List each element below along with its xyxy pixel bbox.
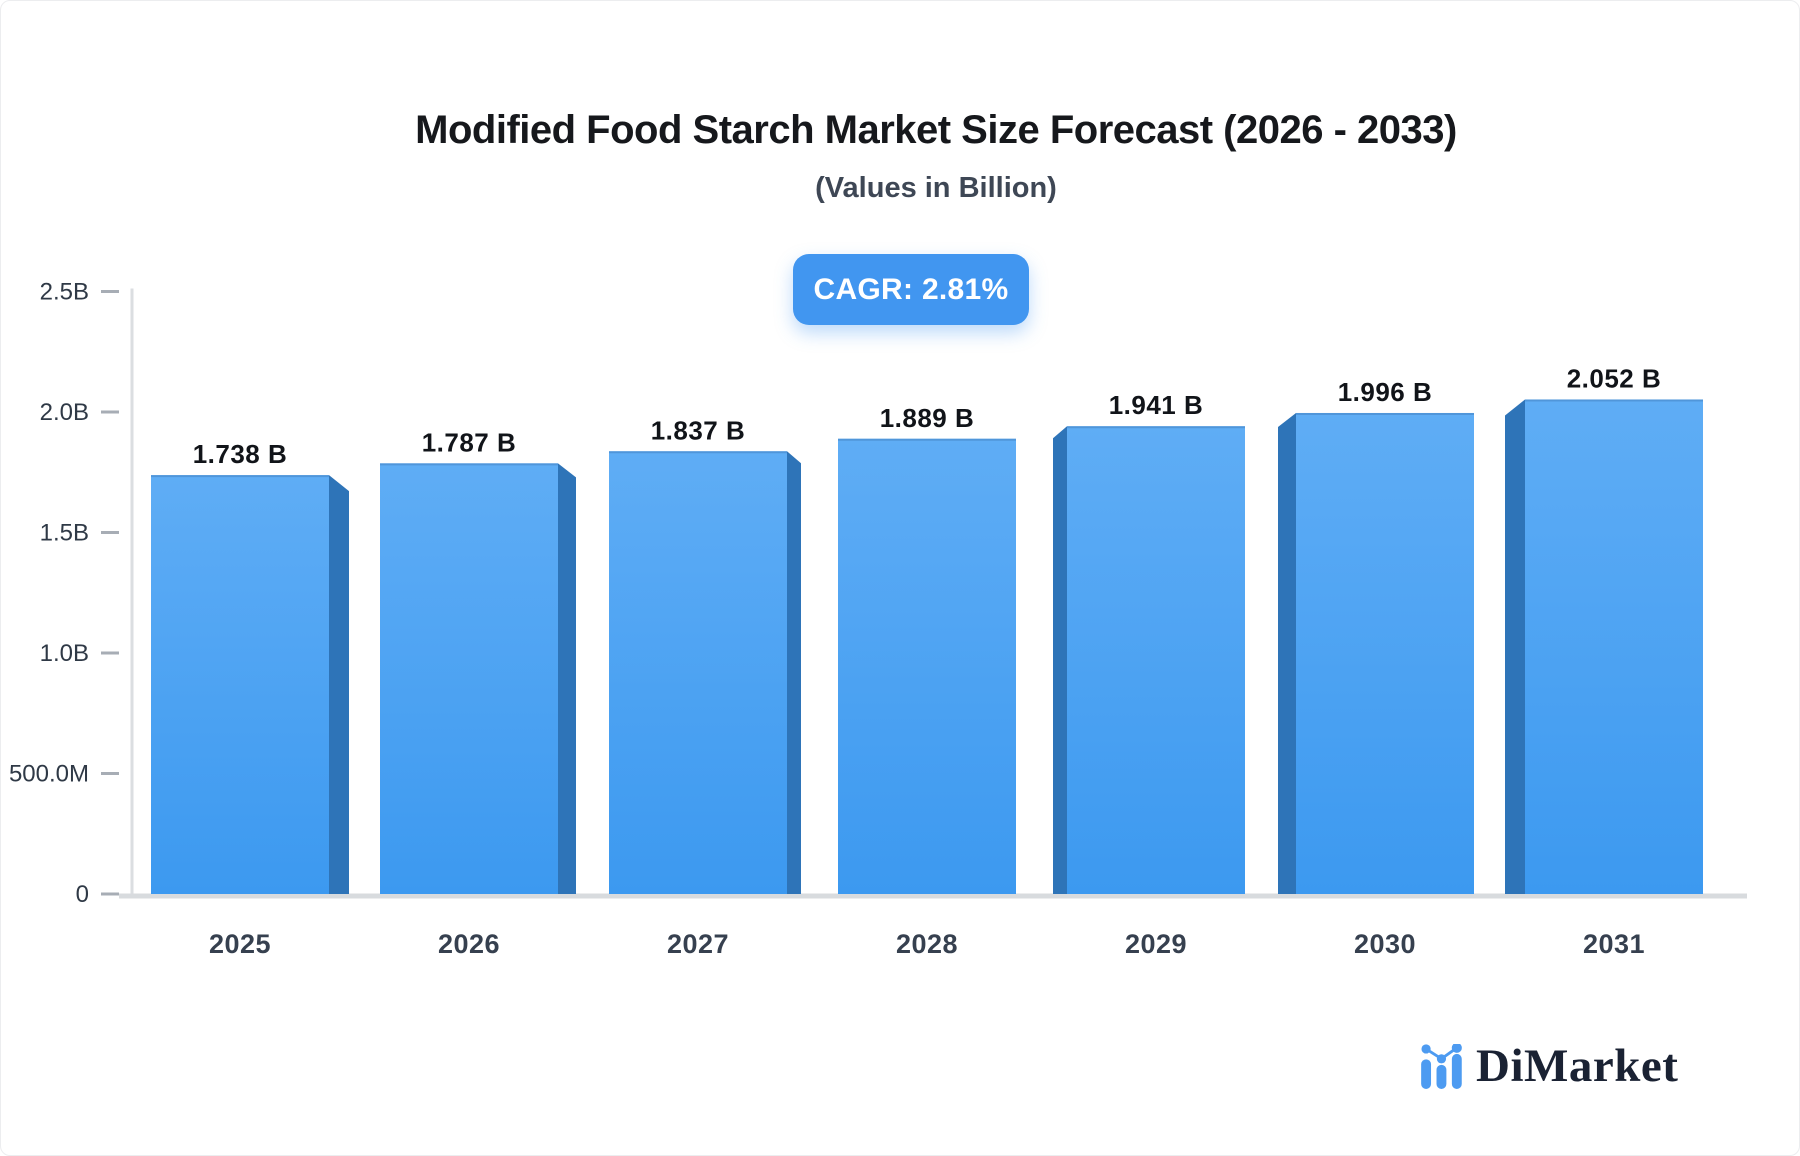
svg-text:1.5B: 1.5B	[40, 520, 89, 547]
bar-value-label: 1.889 B	[880, 403, 975, 433]
bar-2027: 1.837 B 2027	[609, 415, 801, 959]
svg-text:1.0B: 1.0B	[40, 640, 89, 667]
bar-chart-logo-icon	[1421, 1044, 1462, 1089]
bar-face	[838, 438, 1016, 894]
x-axis-label: 2025	[209, 929, 271, 959]
y-tick-1.5B: 1.5B	[40, 520, 119, 547]
bar-2025: 1.738 B 2025	[151, 439, 349, 959]
x-axis-label: 2028	[896, 929, 958, 959]
bar-2026: 1.787 B 2026	[380, 427, 576, 959]
bar-2031: 2.052 B 2031	[1505, 363, 1703, 959]
bar-side-face	[1053, 426, 1067, 894]
bar-face	[1525, 399, 1703, 894]
x-axis-label: 2026	[438, 929, 500, 959]
x-axis-label: 2030	[1354, 929, 1416, 959]
bar-2029: 1.941 B 2029	[1053, 390, 1245, 959]
bar-side-face	[329, 475, 349, 894]
bar-chart: 0 500.0M 1.0B 1.5B 2.0B 2.5B 1.738 B 2025 1.787 …	[1, 1, 1799, 1011]
bar-value-label: 1.941 B	[1109, 390, 1204, 420]
bar-side-face	[1278, 412, 1296, 894]
brand-name: DiMarket	[1476, 1040, 1679, 1092]
bar-value-label: 2.052 B	[1567, 363, 1662, 393]
cagr-badge-label: CAGR: 2.81%	[813, 272, 1009, 306]
axes: 0 500.0M 1.0B 1.5B 2.0B 2.5B	[9, 279, 1747, 908]
y-tick-1.0B: 1.0B	[40, 640, 119, 667]
bar-face	[380, 463, 558, 894]
chart-subtitle: (Values in Billion)	[815, 172, 1057, 204]
y-tick-500.0M: 500.0M	[9, 761, 119, 788]
svg-text:0: 0	[76, 881, 89, 908]
bar-value-label: 1.837 B	[651, 415, 746, 445]
bar-face	[151, 475, 329, 894]
x-axis-label: 2029	[1125, 929, 1187, 959]
bar-value-label: 1.738 B	[193, 439, 288, 469]
bar-side-face	[558, 463, 576, 894]
x-axis-label: 2031	[1583, 929, 1645, 959]
bar-side-face	[1505, 399, 1525, 894]
bar-face	[609, 451, 787, 894]
bar-2030: 1.996 B 2030	[1278, 377, 1474, 959]
bar-chart-svg: 0 500.0M 1.0B 1.5B 2.0B 2.5B 1.738 B 2025 1.787 …	[9, 279, 1747, 959]
bar-2028: 1.889 B 2028	[838, 403, 1016, 959]
y-tick-2.0B: 2.0B	[40, 399, 119, 426]
svg-text:2.0B: 2.0B	[40, 399, 89, 426]
svg-text:2.5B: 2.5B	[40, 279, 89, 306]
bar-value-label: 1.996 B	[1338, 377, 1433, 407]
bar-face	[1296, 412, 1474, 894]
x-axis-label: 2027	[667, 929, 729, 959]
bar-side-face	[787, 451, 801, 894]
bar-value-label: 1.787 B	[422, 427, 517, 457]
y-tick-0: 0	[76, 881, 119, 908]
chart-title: Modified Food Starch Market Size Forecas…	[415, 108, 1457, 152]
svg-text:500.0M: 500.0M	[9, 761, 89, 788]
cagr-badge: CAGR: 2.81%	[793, 254, 1029, 325]
brand-logo: DiMarket	[1421, 1040, 1679, 1092]
bar-face	[1067, 426, 1245, 894]
y-tick-2.5B: 2.5B	[40, 279, 119, 306]
